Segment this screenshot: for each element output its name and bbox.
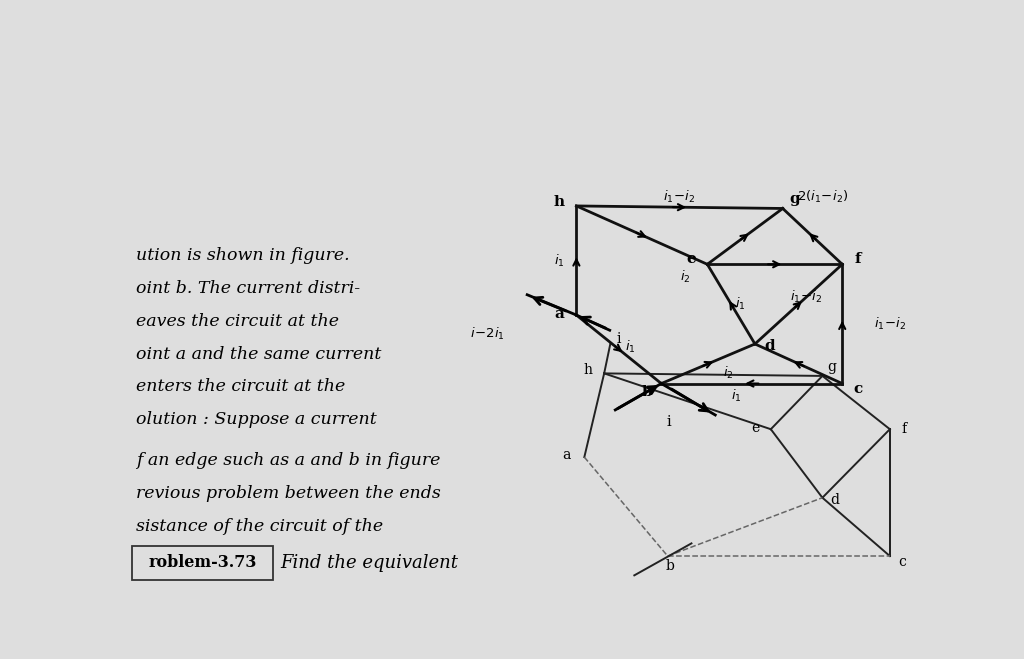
Text: $i_1$: $i_1$ [554,252,564,268]
Text: g: g [790,192,800,206]
Text: e: e [752,421,760,435]
Text: enters the circuit at the: enters the circuit at the [136,378,345,395]
Text: $i_1$: $i_1$ [730,388,741,404]
Text: $i\!-\!2i_1$: $i\!-\!2i_1$ [470,326,505,343]
Text: $i_2$: $i_2$ [680,269,690,285]
Text: eaves the circuit at the: eaves the circuit at the [136,312,339,330]
Text: $i_2$: $i_2$ [723,365,733,381]
Text: f: f [901,422,906,436]
Text: i: i [616,332,621,346]
Text: oint a and the same current: oint a and the same current [136,345,381,362]
Text: g: g [827,360,837,374]
Text: c: c [898,555,905,569]
Text: f an edge such as a and b in figure: f an edge such as a and b in figure [136,452,440,469]
Text: $i_1$: $i_1$ [626,339,636,355]
Text: olution : Suppose a current: olution : Suppose a current [136,411,377,428]
Text: revious problem between the ends: revious problem between the ends [136,485,440,502]
Text: h: h [584,363,593,378]
Text: roblem-3.73: roblem-3.73 [148,554,257,571]
Text: b: b [642,385,652,399]
Text: a: a [554,306,564,320]
Text: $i_1\!-\!i_2$: $i_1\!-\!i_2$ [664,189,695,206]
Text: b: b [666,559,675,573]
Text: d: d [830,493,840,507]
Text: i: i [667,415,672,428]
Text: $2(i_1\!-\!i_2)$: $2(i_1\!-\!i_2)$ [797,189,849,206]
Bar [132,546,273,581]
Text: h: h [553,195,564,209]
Text: sistance of the circuit of the: sistance of the circuit of the [136,518,383,535]
Text: $i_1\!-\!i_2$: $i_1\!-\!i_2$ [791,289,822,304]
Text: $i_1$: $i_1$ [735,296,746,312]
Text: $i_1\!-\!i_2$: $i_1\!-\!i_2$ [874,316,906,332]
Text: oint b. The current distri-: oint b. The current distri- [136,279,360,297]
Text: e: e [686,252,696,266]
Text: a: a [562,448,571,462]
Text: c: c [853,382,863,395]
Text: f: f [855,252,861,266]
Text: ution is shown in figure.: ution is shown in figure. [136,246,349,264]
Text: d: d [764,339,774,353]
Text: Find the equivalent: Find the equivalent [281,554,459,571]
